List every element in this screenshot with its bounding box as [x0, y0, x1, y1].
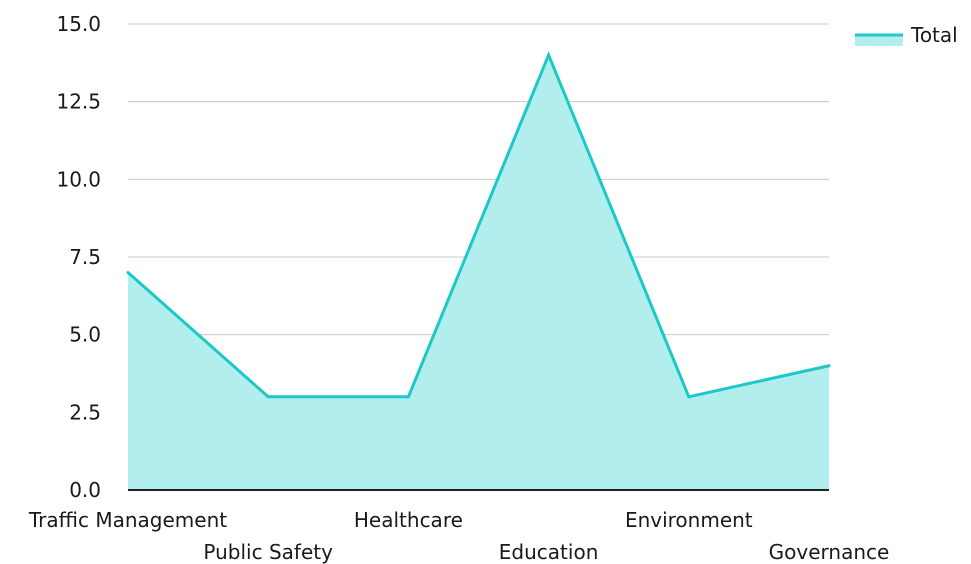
series-area-fill-total — [128, 55, 829, 491]
series-line-total — [127, 51, 830, 399]
y-axis-tick-labels: 0.0 2.5 5.0 7.5 10.0 12.5 15.0 — [56, 12, 101, 502]
legend: Total — [855, 23, 958, 47]
y-tick-label: 7.5 — [69, 245, 101, 269]
legend-swatch-fill — [855, 34, 903, 46]
y-tick-label: 10.0 — [56, 167, 101, 191]
data-point — [126, 271, 130, 275]
y-tick-label: 15.0 — [56, 12, 101, 36]
y-tick-label: 0.0 — [69, 478, 101, 502]
y-tick-label: 5.0 — [69, 323, 101, 347]
y-tick-label: 12.5 — [56, 90, 101, 114]
data-point — [406, 395, 410, 399]
data-point — [266, 395, 270, 399]
data-point — [827, 364, 831, 368]
x-tick-label: Healthcare — [354, 508, 463, 532]
x-tick-label: Education — [499, 540, 599, 564]
x-tick-label: Environment — [625, 508, 753, 532]
data-point — [687, 395, 691, 399]
y-tick-label: 2.5 — [69, 400, 101, 424]
data-point — [547, 53, 551, 57]
x-tick-label: Traffic Management — [28, 508, 227, 532]
series-area — [126, 51, 831, 491]
x-tick-label: Governance — [769, 540, 890, 564]
x-axis-tick-labels: Traffic Management Public Safety Healthcar… — [28, 508, 889, 564]
x-tick-label: Public Safety — [203, 540, 333, 564]
legend-label-total: Total — [910, 23, 958, 47]
